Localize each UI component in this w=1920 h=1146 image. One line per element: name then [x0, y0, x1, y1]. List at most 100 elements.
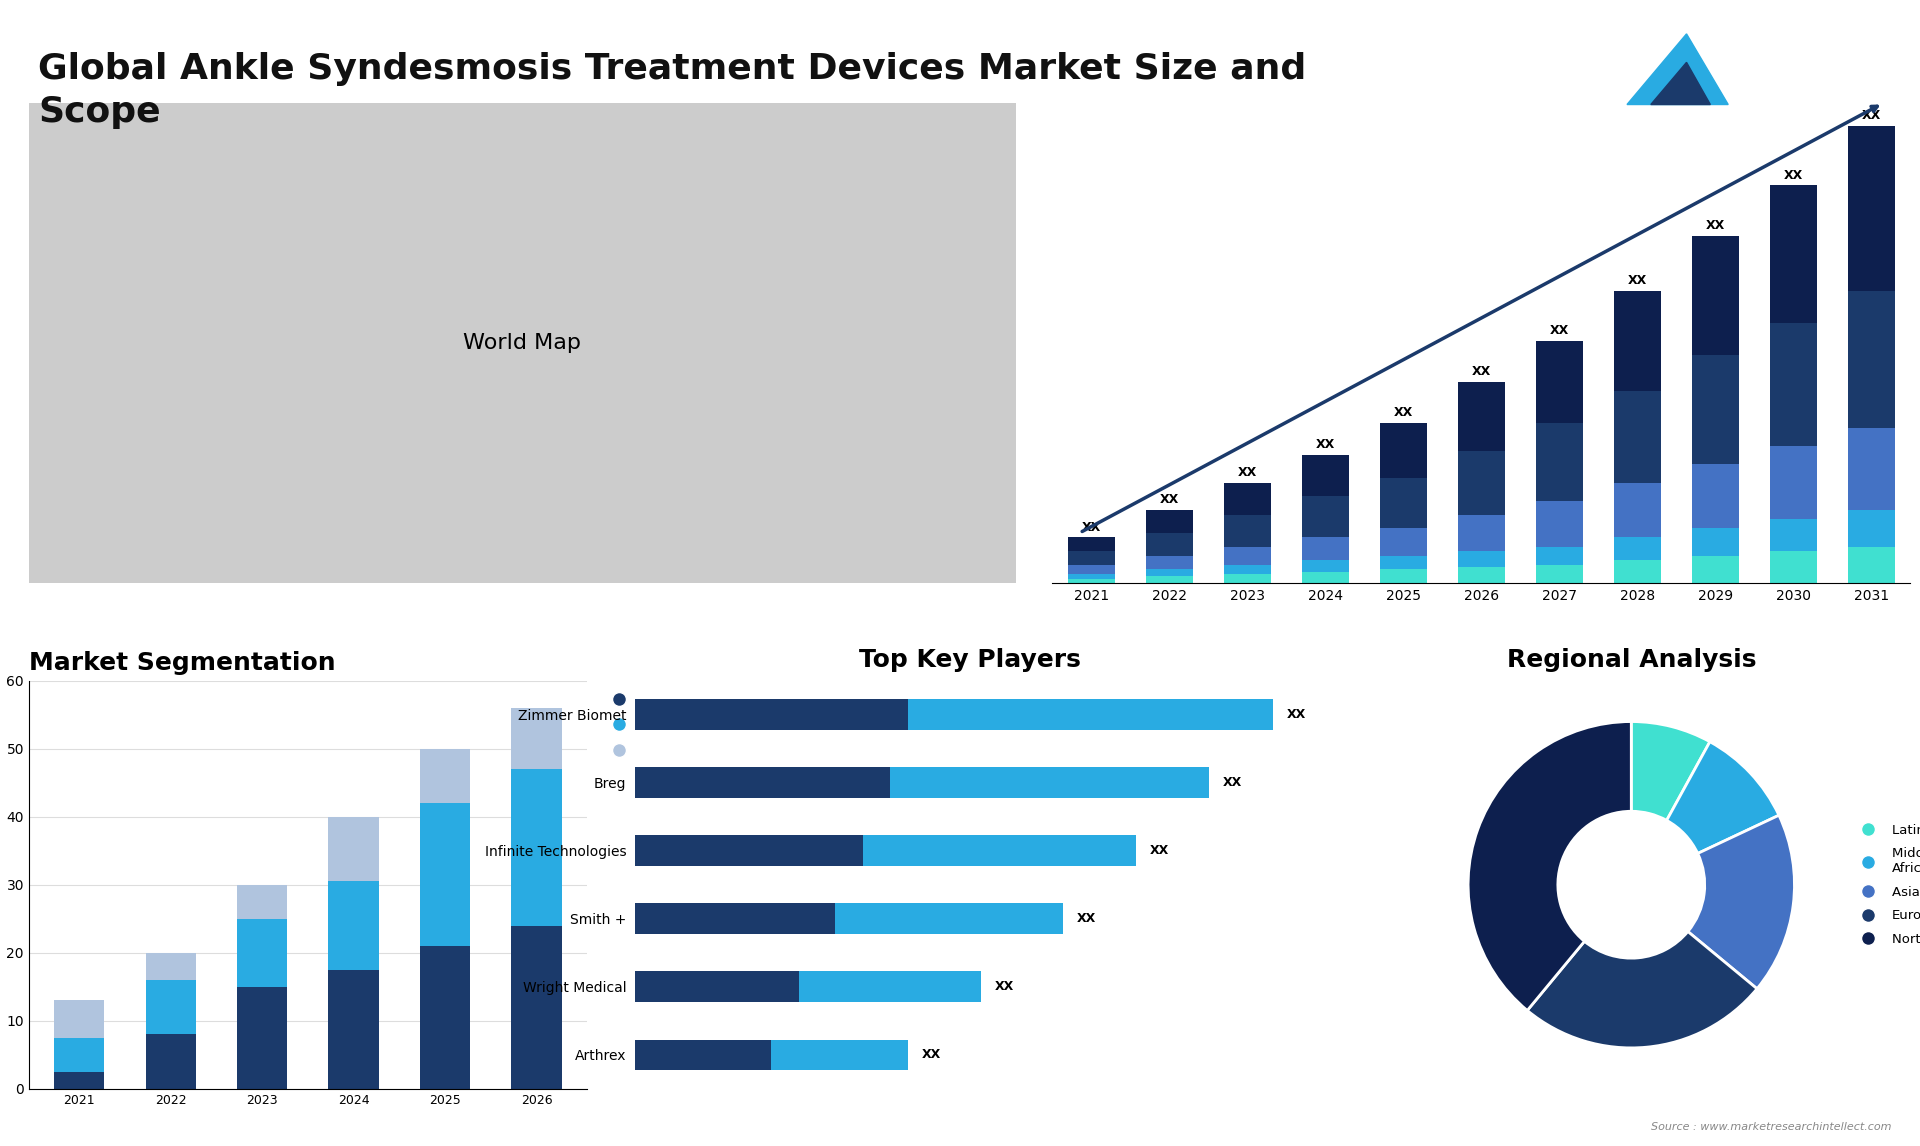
Bar — [1146, 510, 1192, 533]
Bar — [54, 1038, 104, 1072]
Wedge shape — [1667, 741, 1780, 854]
Wedge shape — [1469, 722, 1632, 1011]
Bar — [636, 768, 889, 798]
Bar — [328, 970, 378, 1089]
Title: Regional Analysis: Regional Analysis — [1507, 647, 1757, 672]
Bar — [1068, 579, 1116, 583]
Bar — [1770, 186, 1816, 322]
Bar — [54, 1072, 104, 1089]
Bar — [636, 903, 835, 934]
Text: XX: XX — [1862, 109, 1882, 123]
Text: XX: XX — [1160, 493, 1179, 507]
Bar — [1536, 423, 1582, 501]
Text: XX: XX — [1077, 912, 1096, 925]
Bar — [1380, 423, 1427, 478]
Bar — [328, 817, 378, 881]
Bar — [1380, 478, 1427, 528]
Bar — [1770, 519, 1816, 551]
Bar — [636, 835, 862, 866]
Text: MARKET: MARKET — [1778, 32, 1834, 45]
Bar — [1457, 515, 1505, 551]
Bar — [236, 919, 288, 987]
Bar — [420, 803, 470, 945]
Text: XX: XX — [1549, 324, 1569, 337]
Bar — [1615, 537, 1661, 560]
Bar — [146, 952, 196, 980]
Bar — [862, 835, 1137, 866]
Bar — [1146, 533, 1192, 556]
Text: XX: XX — [922, 1049, 941, 1061]
Bar — [511, 708, 563, 769]
Bar — [1692, 556, 1740, 583]
Bar — [1847, 427, 1895, 510]
Bar — [1302, 572, 1348, 583]
Text: INTELLECT: INTELLECT — [1770, 95, 1841, 108]
Text: XX: XX — [1628, 274, 1647, 286]
Bar — [1068, 537, 1116, 551]
Bar — [1615, 482, 1661, 537]
Legend: Latin America, Middle East &
Africa, Asia Pacific, Europe, North America: Latin America, Middle East & Africa, Asi… — [1851, 818, 1920, 951]
Bar — [1302, 560, 1348, 572]
Polygon shape — [1626, 34, 1728, 104]
Text: RESEARCH: RESEARCH — [1770, 63, 1841, 77]
Bar — [636, 699, 908, 730]
Bar — [420, 748, 470, 803]
Bar — [1615, 391, 1661, 482]
Text: XX: XX — [995, 980, 1014, 994]
Bar — [1223, 565, 1271, 574]
Bar — [1536, 340, 1582, 423]
Bar — [1847, 291, 1895, 427]
Bar — [1457, 567, 1505, 583]
Wedge shape — [1526, 932, 1757, 1047]
Bar — [636, 972, 799, 1002]
Bar — [1536, 547, 1582, 565]
Bar — [1146, 556, 1192, 570]
Bar — [1847, 510, 1895, 547]
Bar — [1223, 574, 1271, 583]
Bar — [1847, 547, 1895, 583]
Title: Top Key Players: Top Key Players — [858, 647, 1081, 672]
Text: XX: XX — [1784, 168, 1803, 182]
Text: Market Segmentation: Market Segmentation — [29, 651, 336, 675]
Bar — [236, 885, 288, 919]
Bar — [1615, 291, 1661, 391]
Bar — [1457, 450, 1505, 515]
Text: XX: XX — [1081, 520, 1100, 534]
Bar — [1223, 547, 1271, 565]
Bar — [1302, 455, 1348, 496]
Bar — [420, 945, 470, 1089]
Bar — [1380, 570, 1427, 583]
Bar — [1457, 551, 1505, 567]
Bar — [636, 1039, 772, 1070]
Bar — [772, 1039, 908, 1070]
Bar — [1692, 528, 1740, 556]
Bar — [1223, 515, 1271, 547]
Bar — [236, 987, 288, 1089]
Bar — [328, 881, 378, 970]
Text: World Map: World Map — [463, 333, 582, 353]
Legend: Application, Product, Geography: Application, Product, Geography — [599, 688, 728, 763]
Bar — [799, 972, 981, 1002]
Text: XX: XX — [1705, 219, 1724, 231]
Text: Source : www.marketresearchintellect.com: Source : www.marketresearchintellect.com — [1651, 1122, 1891, 1132]
Bar — [1146, 576, 1192, 583]
Bar — [146, 1035, 196, 1089]
Text: XX: XX — [1315, 439, 1334, 452]
Bar — [908, 699, 1273, 730]
Bar — [1770, 551, 1816, 583]
Bar — [1380, 528, 1427, 556]
Bar — [54, 1000, 104, 1038]
Text: XX: XX — [1238, 466, 1258, 479]
Bar — [1302, 537, 1348, 560]
Bar — [1770, 322, 1816, 446]
Bar — [1847, 126, 1895, 291]
Text: XX: XX — [1150, 845, 1169, 857]
Bar — [1615, 560, 1661, 583]
Bar — [1770, 446, 1816, 519]
Bar — [1536, 565, 1582, 583]
Bar — [146, 980, 196, 1035]
Bar — [1692, 236, 1740, 354]
Bar — [1302, 496, 1348, 537]
Bar — [1068, 574, 1116, 579]
Bar — [1457, 382, 1505, 450]
